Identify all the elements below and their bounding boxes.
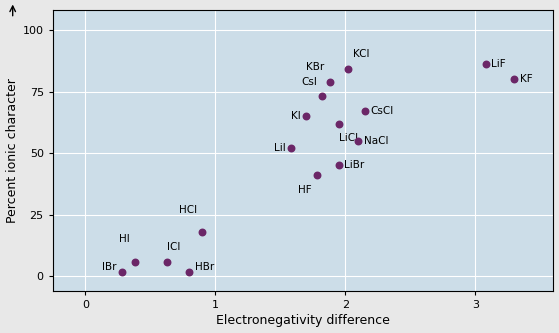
Text: CsI: CsI (301, 77, 317, 87)
Text: HI: HI (119, 234, 130, 244)
Text: LiI: LiI (274, 143, 286, 153)
Point (325, 79, 334, 84)
Point (318, 94, 326, 99)
Text: KCl: KCl (353, 49, 369, 60)
Point (286, 146, 295, 151)
Point (117, 269, 126, 274)
Point (302, 114, 311, 119)
Text: HCl: HCl (179, 205, 197, 215)
Point (312, 173, 321, 178)
Point (198, 229, 207, 235)
Point (334, 163, 343, 168)
Text: HF: HF (298, 185, 311, 195)
Text: NaCl: NaCl (363, 136, 388, 146)
Text: KF: KF (520, 74, 532, 84)
Text: KI: KI (291, 111, 301, 121)
Point (343, 67, 352, 72)
Text: IBr: IBr (102, 262, 116, 272)
Text: HBr: HBr (195, 262, 214, 272)
Point (163, 259, 172, 264)
Text: CsCl: CsCl (370, 106, 394, 116)
Text: LiCl: LiCl (339, 134, 358, 144)
Point (481, 62, 490, 67)
Y-axis label: Percent ionic character: Percent ionic character (6, 78, 18, 223)
Text: KBr: KBr (306, 62, 325, 72)
Text: ICl: ICl (167, 242, 181, 252)
Text: LiF: LiF (491, 59, 506, 69)
Point (334, 121, 343, 126)
X-axis label: Electronegativity difference: Electronegativity difference (216, 314, 390, 327)
Point (361, 109, 369, 114)
Point (354, 138, 363, 144)
Text: LiBr: LiBr (344, 161, 364, 170)
Point (185, 269, 194, 274)
Point (130, 259, 139, 264)
Point (510, 77, 519, 82)
